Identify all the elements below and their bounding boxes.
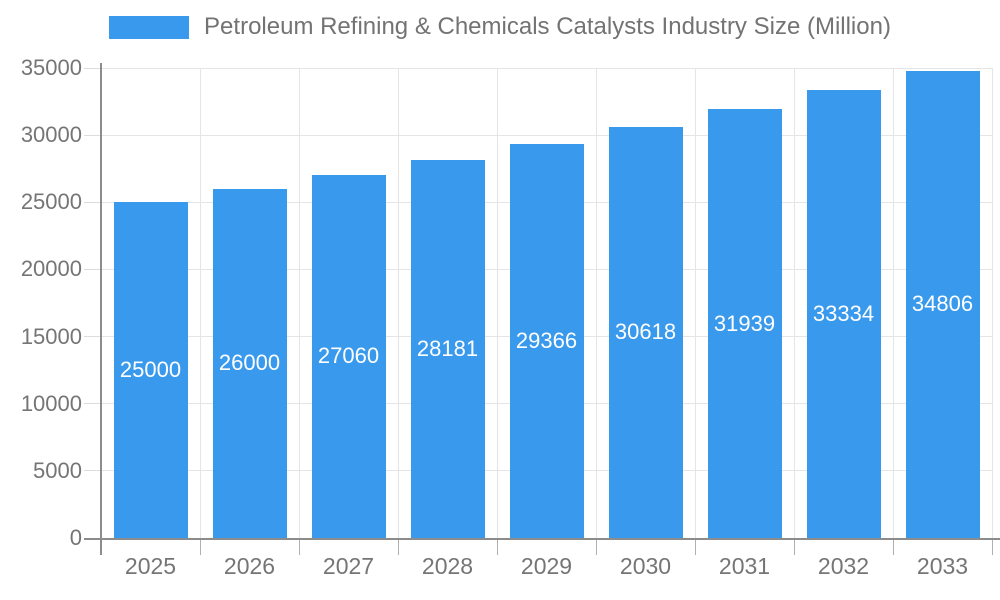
x-tick-label: 2026 (223, 553, 276, 579)
y-tick-label: 10000 (20, 390, 82, 416)
v-gridline (892, 68, 894, 538)
y-tick-mark (84, 67, 100, 69)
bar-value-label: 34806 (911, 291, 974, 317)
x-tick-label: 2025 (124, 553, 177, 579)
y-tick-mark (84, 201, 100, 203)
bar[interactable]: 26000 (212, 188, 287, 538)
x-tick-mark (595, 540, 597, 555)
x-tick-mark (199, 540, 201, 555)
v-gridline (694, 68, 696, 538)
x-tick-label: 2030 (619, 553, 672, 579)
bar[interactable]: 27060 (311, 174, 386, 538)
bar[interactable]: 28181 (410, 159, 485, 538)
bar[interactable]: 31939 (707, 109, 782, 538)
bar-value-label: 31939 (713, 310, 776, 336)
y-tick-label: 0 (69, 525, 82, 550)
x-tick-mark (892, 540, 894, 555)
x-tick-label: 2027 (322, 553, 375, 579)
bar-value-label: 33334 (812, 301, 875, 327)
y-tick-mark (84, 268, 100, 270)
v-gridline (991, 68, 993, 538)
bar[interactable]: 33334 (806, 90, 881, 538)
y-tick-label: 5000 (33, 457, 82, 483)
bar[interactable]: 34806 (905, 70, 980, 538)
h-gridline (101, 134, 992, 136)
x-tick-mark (694, 540, 696, 555)
y-axis-line (100, 63, 102, 555)
bar[interactable]: 29366 (509, 143, 584, 538)
y-tick-mark (84, 470, 100, 472)
x-tick-label: 2033 (916, 553, 969, 579)
legend-swatch (109, 15, 190, 39)
x-tick-mark (496, 540, 498, 555)
v-gridline (793, 68, 795, 538)
bar-value-label: 26000 (218, 350, 281, 376)
x-tick-mark (298, 540, 300, 555)
bar-value-label: 27060 (317, 343, 380, 369)
y-tick-mark (84, 134, 100, 136)
x-tick-mark (991, 540, 993, 555)
x-tick-label: 2028 (421, 553, 474, 579)
v-gridline (298, 68, 300, 538)
x-tick-mark (397, 540, 399, 555)
x-tick-label: 2029 (520, 553, 573, 579)
bar[interactable]: 25000 (113, 202, 188, 538)
y-tick-mark (84, 403, 100, 405)
x-tick-label: 2031 (718, 553, 771, 579)
bar-value-label: 28181 (416, 335, 479, 361)
v-gridline (397, 68, 399, 538)
x-tick-label: 2032 (817, 553, 870, 579)
v-gridline (595, 68, 597, 538)
y-tick-mark (84, 336, 100, 338)
legend-label: Petroleum Refining & Chemicals Catalysts… (204, 13, 891, 40)
v-gridline (199, 68, 201, 538)
y-tick-label: 20000 (20, 256, 82, 282)
bar[interactable]: 30618 (608, 126, 683, 538)
y-tick-label: 35000 (20, 55, 82, 80)
bar-value-label: 29366 (515, 327, 578, 353)
y-tick-label: 30000 (20, 122, 82, 148)
v-gridline (496, 68, 498, 538)
h-gridline (101, 67, 992, 69)
bar-value-label: 30618 (614, 319, 677, 345)
legend[interactable]: Petroleum Refining & Chemicals Catalysts… (0, 13, 1000, 41)
x-tick-mark (793, 540, 795, 555)
y-tick-label: 25000 (20, 189, 82, 215)
x-axis-line (84, 538, 1000, 540)
y-tick-label: 15000 (20, 323, 82, 349)
bar-value-label: 25000 (119, 357, 182, 383)
